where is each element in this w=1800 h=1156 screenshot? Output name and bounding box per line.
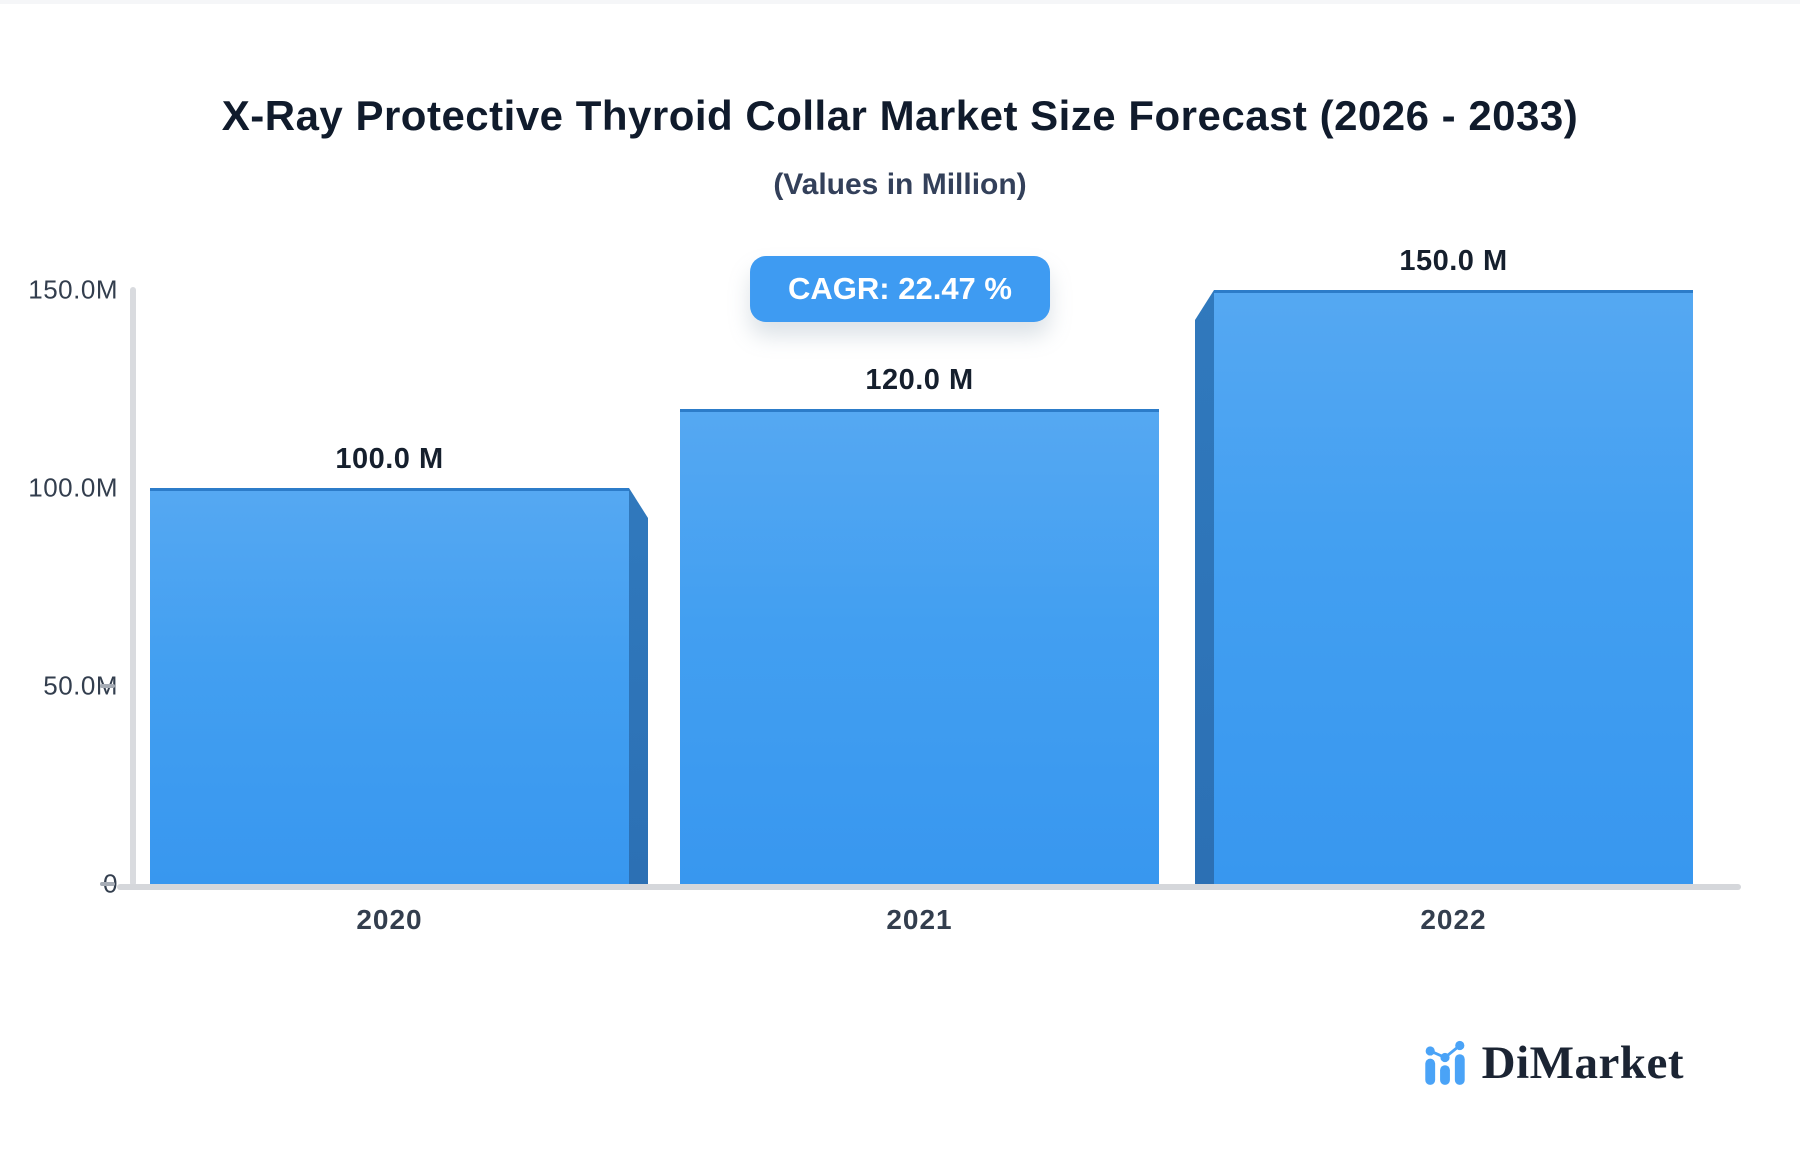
x-axis-category-label: 2020: [356, 904, 423, 935]
x-axis-category-label: 2022: [1420, 904, 1487, 935]
bar-2020: [150, 488, 629, 884]
y-axis-tick-mark: [100, 882, 115, 886]
bar-value-label: 100.0 M: [335, 443, 444, 475]
brand-logo-text: DiMarket: [1481, 1037, 1684, 1089]
y-axis-tick-label: 100.0M: [28, 472, 118, 503]
chart-title: X-Ray Protective Thyroid Collar Market S…: [221, 92, 1579, 139]
bar-value-label: 120.0 M: [865, 363, 974, 396]
y-axis-line: [130, 287, 136, 886]
cagr-badge: CAGR: 22.47 %: [750, 256, 1050, 322]
page-top-border: [0, 0, 1800, 4]
bar-2021: [680, 408, 1159, 884]
brand-logo: DiMarket: [1422, 1036, 1684, 1090]
bar-2022-3d-side: [1195, 290, 1214, 884]
bar-value-label: 150.0 M: [1399, 245, 1508, 277]
y-axis-tick-label: 150.0M: [28, 274, 118, 305]
bar-2020-3d-side: [629, 488, 648, 884]
y-axis-tick-mark: [100, 684, 115, 688]
bar-2022: [1214, 290, 1693, 884]
x-axis-category-label: 2021: [886, 904, 953, 935]
chart-subtitle: (Values in Million): [773, 168, 1027, 201]
bar-line-chart-icon: [1424, 1040, 1465, 1085]
x-axis-line: [117, 884, 1741, 890]
